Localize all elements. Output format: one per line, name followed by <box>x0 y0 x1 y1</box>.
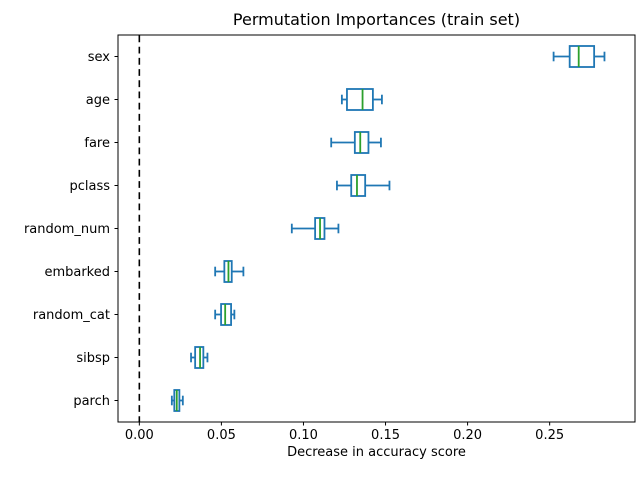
y-tick-label-embarked: embarked <box>44 265 110 280</box>
x-tick-label: 0.15 <box>371 428 400 443</box>
box-sex <box>568 45 596 68</box>
x-tick-label: 0.10 <box>289 428 318 443</box>
box-random_cat <box>220 303 232 326</box>
y-tick-label-random_cat: random_cat <box>33 308 110 323</box>
y-tick-label-fare: fare <box>84 136 110 151</box>
y-tick-label-pclass: pclass <box>69 179 110 194</box>
box-pclass <box>350 174 367 197</box>
box-age <box>346 88 374 111</box>
box-fare <box>353 131 370 154</box>
x-tick-label: 0.05 <box>207 428 236 443</box>
y-tick-label-sex: sex <box>88 50 111 65</box>
y-tick-label-parch: parch <box>73 394 110 409</box>
y-tick-label-sibsp: sibsp <box>76 351 110 366</box>
x-tick-label: 0.00 <box>125 428 154 443</box>
chart-title: Permutation Importances (train set) <box>232 10 521 29</box>
y-tick-label-random_num: random_num <box>24 222 110 237</box>
x-tick-label: 0.20 <box>453 428 482 443</box>
x-tick-label: 0.25 <box>535 428 564 443</box>
y-tick-label-age: age <box>86 93 110 108</box>
x-axis-label: Decrease in accuracy score <box>287 445 466 460</box>
